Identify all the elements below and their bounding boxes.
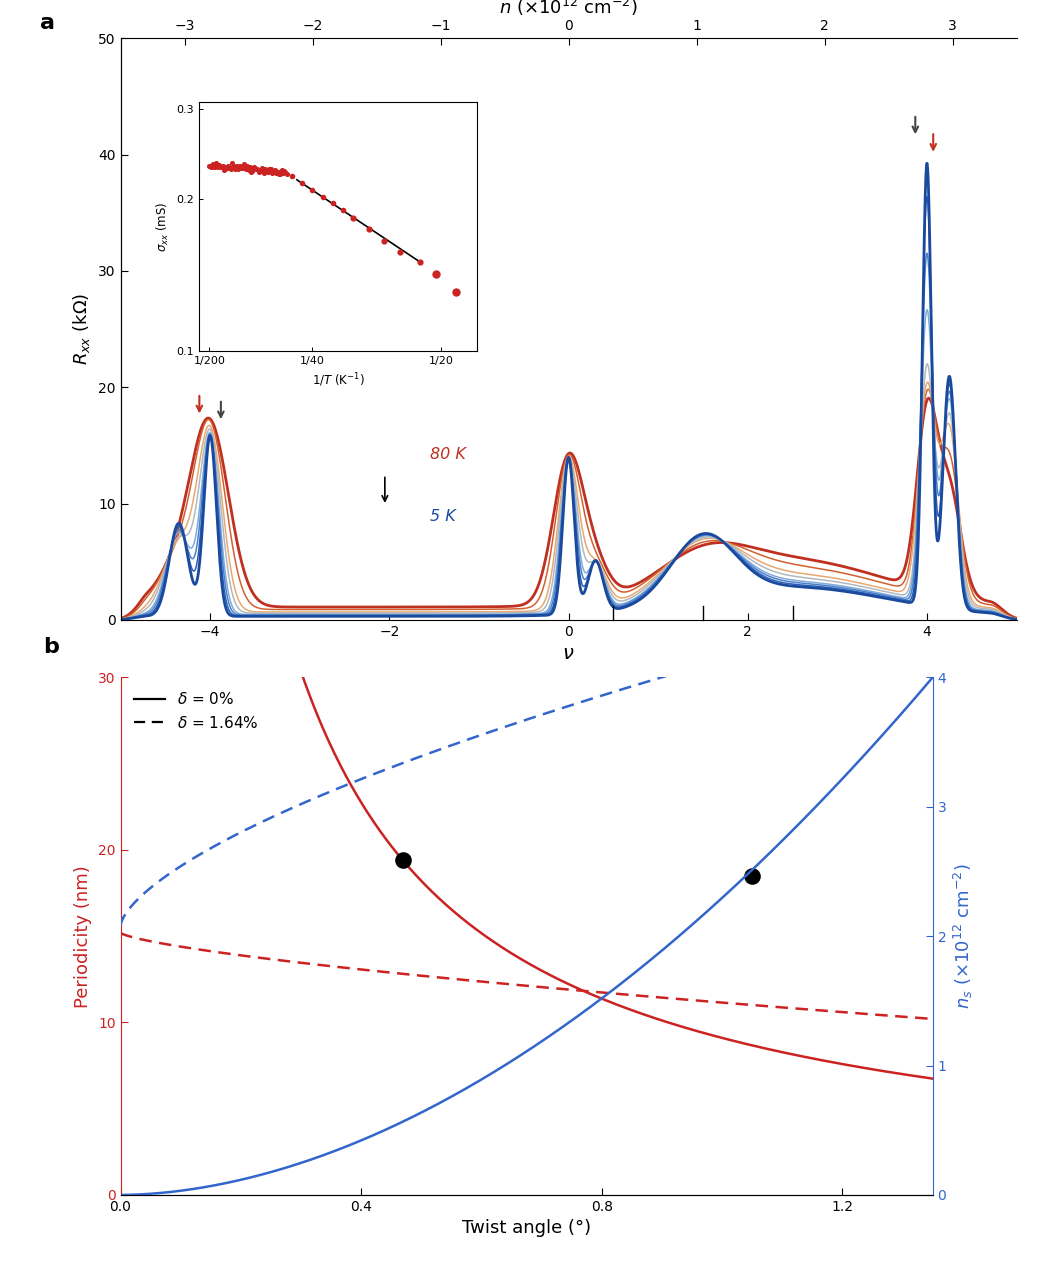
Y-axis label: Periodicity (nm): Periodicity (nm) bbox=[74, 865, 92, 1007]
Y-axis label: $R_{xx}$ (k$\Omega$): $R_{xx}$ (k$\Omega$) bbox=[71, 293, 92, 366]
Point bbox=[314, 187, 331, 207]
Point bbox=[222, 158, 239, 179]
Point bbox=[242, 161, 259, 181]
Point bbox=[217, 160, 234, 180]
Point bbox=[201, 156, 218, 176]
Point bbox=[275, 162, 291, 183]
Point bbox=[253, 160, 269, 180]
Point bbox=[264, 162, 281, 183]
Point bbox=[210, 157, 226, 178]
Point bbox=[238, 160, 255, 180]
Point bbox=[215, 156, 232, 176]
Point bbox=[304, 180, 321, 201]
Point bbox=[258, 161, 275, 181]
Point bbox=[274, 160, 290, 180]
X-axis label: Twist angle (°): Twist angle (°) bbox=[462, 1219, 591, 1237]
Text: a: a bbox=[40, 13, 54, 32]
Point bbox=[235, 158, 252, 179]
Point bbox=[265, 161, 282, 181]
Point bbox=[249, 160, 266, 180]
Point bbox=[257, 160, 274, 180]
Point bbox=[214, 157, 231, 178]
Point bbox=[412, 252, 429, 272]
Point bbox=[224, 156, 241, 176]
Legend: $\delta$ = 0%, $\delta$ = 1.64%: $\delta$ = 0%, $\delta$ = 1.64% bbox=[128, 685, 265, 737]
Point bbox=[254, 157, 270, 178]
Point bbox=[244, 157, 261, 178]
Point bbox=[428, 265, 444, 285]
Point bbox=[262, 158, 279, 179]
Point bbox=[219, 157, 236, 178]
Point bbox=[237, 157, 254, 178]
Point bbox=[245, 157, 262, 178]
Text: b: b bbox=[43, 636, 60, 657]
Point bbox=[225, 156, 242, 176]
Point bbox=[334, 199, 351, 220]
Point bbox=[227, 157, 244, 178]
Point bbox=[221, 157, 238, 178]
Point bbox=[277, 162, 293, 183]
Text: 5 K: 5 K bbox=[430, 509, 456, 524]
Point bbox=[268, 162, 285, 183]
Point bbox=[744, 865, 761, 886]
Point bbox=[250, 162, 267, 183]
Point bbox=[325, 193, 342, 213]
X-axis label: $\nu$: $\nu$ bbox=[563, 644, 574, 663]
Point bbox=[266, 161, 283, 181]
Point bbox=[220, 156, 237, 176]
Point bbox=[252, 160, 268, 180]
Point bbox=[278, 164, 294, 184]
Point bbox=[293, 173, 310, 193]
Point bbox=[204, 153, 221, 174]
Point bbox=[233, 157, 249, 178]
Point bbox=[223, 153, 240, 174]
Point bbox=[259, 161, 276, 181]
Point bbox=[236, 153, 253, 174]
Point bbox=[228, 156, 245, 176]
Point bbox=[276, 161, 292, 181]
Point bbox=[206, 156, 223, 176]
Point bbox=[234, 157, 250, 178]
Text: 80 K: 80 K bbox=[430, 447, 465, 463]
Y-axis label: $n_s$ ($\times$10$^{12}$ cm$^{-2}$): $n_s$ ($\times$10$^{12}$ cm$^{-2}$) bbox=[952, 863, 975, 1010]
Point bbox=[202, 157, 219, 178]
Point bbox=[203, 155, 220, 175]
Y-axis label: $\sigma_{xx}$ (mS): $\sigma_{xx}$ (mS) bbox=[155, 202, 171, 252]
X-axis label: 1/$T$ (K$^{-1}$): 1/$T$ (K$^{-1}$) bbox=[311, 372, 365, 390]
Point bbox=[261, 158, 278, 179]
Point bbox=[208, 153, 224, 174]
Point bbox=[376, 231, 393, 252]
Point bbox=[231, 158, 247, 179]
Point bbox=[239, 156, 256, 176]
Point bbox=[256, 164, 272, 184]
Point bbox=[232, 156, 248, 176]
X-axis label: $n$ ($\times$10$^{12}$ cm$^{-2}$): $n$ ($\times$10$^{12}$ cm$^{-2}$) bbox=[499, 0, 638, 18]
Point bbox=[391, 242, 408, 262]
Point bbox=[361, 220, 377, 240]
Point bbox=[395, 850, 412, 870]
Point bbox=[226, 158, 243, 179]
Point bbox=[211, 155, 227, 175]
Point bbox=[216, 160, 233, 180]
Point bbox=[212, 157, 228, 178]
Point bbox=[205, 157, 222, 178]
Point bbox=[267, 160, 284, 180]
Point bbox=[283, 166, 300, 187]
Point bbox=[248, 158, 265, 179]
Point bbox=[209, 155, 225, 175]
Point bbox=[247, 158, 264, 179]
Point bbox=[272, 161, 289, 181]
Point bbox=[345, 208, 362, 229]
Point bbox=[260, 160, 277, 180]
Point bbox=[270, 164, 287, 184]
Point bbox=[218, 157, 235, 178]
Point bbox=[269, 162, 286, 183]
Point bbox=[447, 281, 464, 302]
Point bbox=[271, 164, 288, 184]
Point bbox=[241, 157, 258, 178]
Point bbox=[255, 158, 271, 179]
Point bbox=[240, 160, 257, 180]
Point bbox=[243, 161, 260, 181]
